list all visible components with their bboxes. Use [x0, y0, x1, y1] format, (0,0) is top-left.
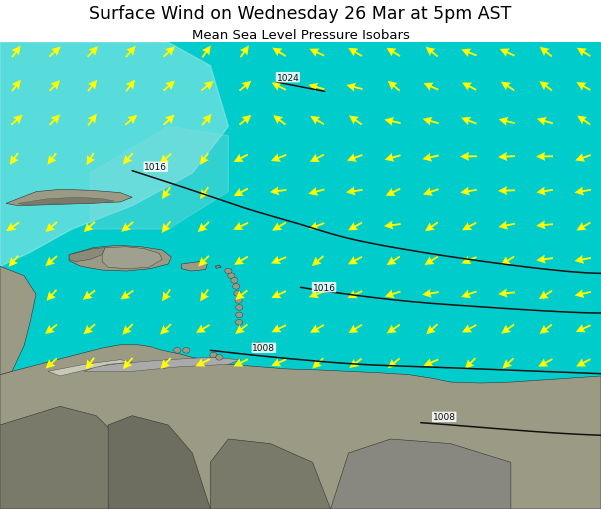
Polygon shape — [210, 439, 331, 509]
Polygon shape — [18, 198, 114, 205]
Polygon shape — [0, 267, 36, 375]
Polygon shape — [69, 246, 171, 271]
Polygon shape — [252, 342, 263, 348]
Circle shape — [235, 298, 242, 303]
Polygon shape — [0, 43, 228, 267]
Polygon shape — [0, 345, 601, 509]
Polygon shape — [6, 190, 132, 206]
Circle shape — [174, 348, 181, 353]
Text: 1008: 1008 — [252, 344, 275, 353]
Polygon shape — [102, 247, 162, 269]
Text: 1016: 1016 — [144, 163, 167, 172]
Polygon shape — [0, 407, 120, 509]
Circle shape — [216, 355, 223, 360]
Circle shape — [183, 348, 190, 353]
Text: 1008: 1008 — [433, 413, 456, 421]
Text: 1024: 1024 — [276, 73, 299, 82]
Polygon shape — [182, 262, 207, 271]
Circle shape — [236, 313, 243, 318]
Polygon shape — [108, 416, 210, 509]
Polygon shape — [215, 265, 221, 269]
Circle shape — [236, 305, 243, 310]
Polygon shape — [90, 127, 228, 230]
Polygon shape — [48, 360, 132, 376]
Polygon shape — [69, 248, 105, 262]
Circle shape — [225, 269, 232, 274]
Circle shape — [234, 291, 241, 297]
Circle shape — [236, 320, 243, 325]
Polygon shape — [331, 439, 511, 509]
Circle shape — [228, 273, 235, 279]
Circle shape — [231, 278, 238, 284]
Polygon shape — [84, 358, 240, 372]
Text: 1016: 1016 — [313, 283, 335, 292]
Circle shape — [233, 284, 240, 290]
Text: Mean Sea Level Pressure Isobars: Mean Sea Level Pressure Isobars — [192, 29, 409, 42]
Circle shape — [210, 353, 217, 358]
Text: Surface Wind on Wednesday 26 Mar at 5pm AST: Surface Wind on Wednesday 26 Mar at 5pm … — [90, 5, 511, 23]
